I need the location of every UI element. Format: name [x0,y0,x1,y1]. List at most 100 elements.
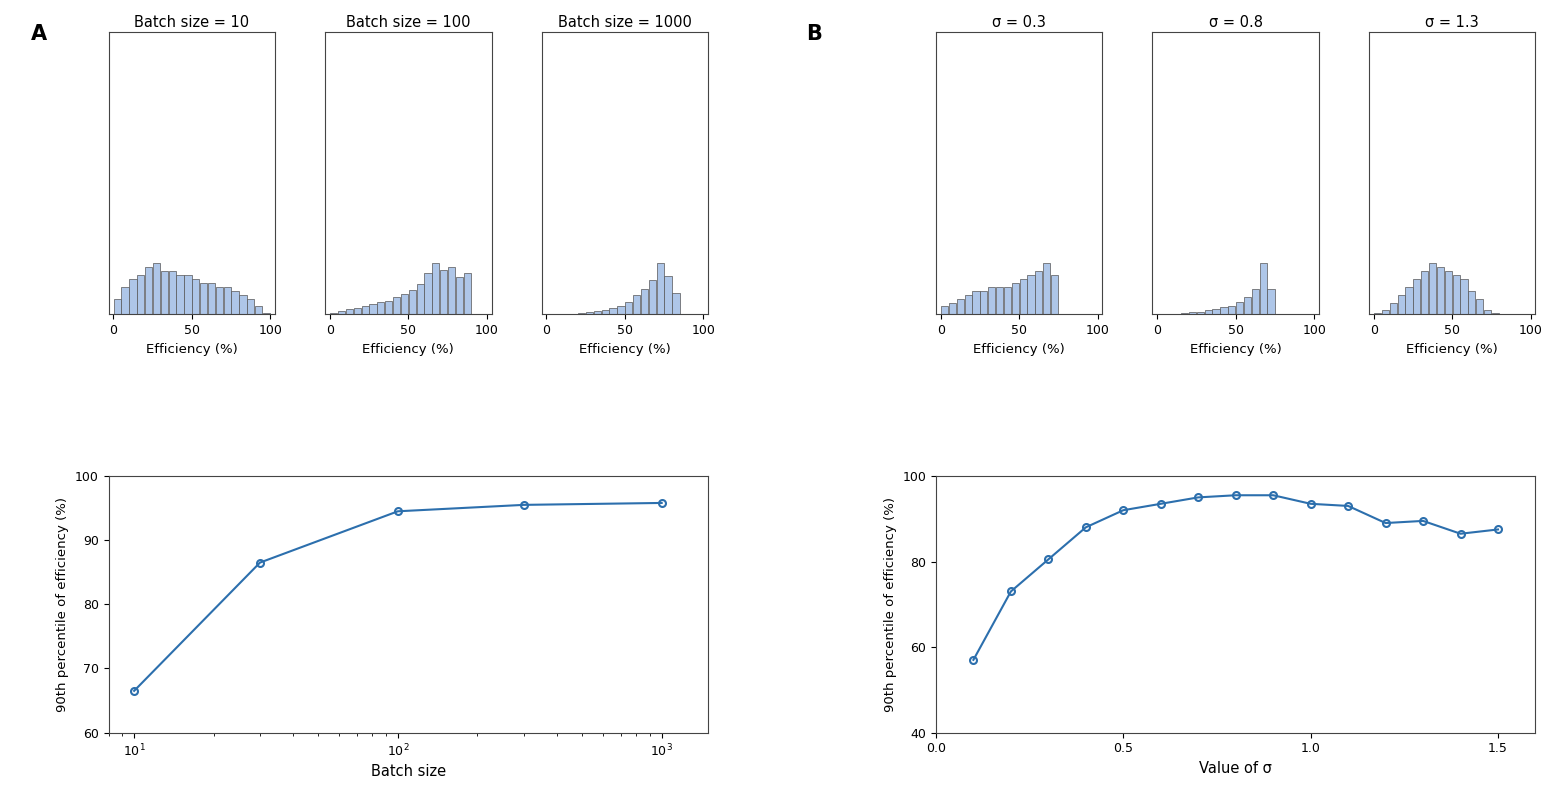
Bar [239,295,247,315]
Y-axis label: 90th percentile of efficiency (%): 90th percentile of efficiency (%) [56,497,70,712]
Bar [1044,263,1050,315]
Bar [1052,275,1058,315]
Bar [1453,275,1459,315]
X-axis label: Efficiency (%): Efficiency (%) [146,343,237,356]
Bar [346,309,354,315]
X-axis label: Efficiency (%): Efficiency (%) [1407,343,1498,356]
Y-axis label: 90th percentile of efficiency (%): 90th percentile of efficiency (%) [884,497,896,712]
Bar [610,308,617,315]
Bar [169,271,175,315]
Bar [400,294,408,315]
Bar [154,263,160,315]
Bar [1019,279,1027,315]
Bar [254,307,262,315]
Bar [1267,289,1275,315]
Bar [338,311,346,315]
Bar [988,287,996,315]
Bar [247,299,254,315]
Bar [1197,312,1204,315]
Title: σ = 1.3: σ = 1.3 [1425,14,1480,30]
Bar [633,295,641,315]
Bar [656,263,664,315]
Bar [980,291,988,315]
Bar [216,287,223,315]
Bar [440,270,447,315]
Bar [1236,302,1244,315]
Bar [1003,287,1011,315]
Bar [965,295,972,315]
Bar [330,313,337,315]
Bar [1382,311,1390,315]
Bar [121,287,129,315]
Bar [648,280,656,315]
Bar [1397,295,1405,315]
Bar [617,306,625,315]
Bar [161,271,168,315]
Title: Batch size = 1000: Batch size = 1000 [558,14,692,30]
Bar [1436,267,1444,315]
Title: σ = 0.8: σ = 0.8 [1208,14,1263,30]
Bar [1405,287,1413,315]
X-axis label: Efficiency (%): Efficiency (%) [363,343,454,356]
Bar [361,306,369,315]
Bar [1428,263,1436,315]
Bar [464,274,472,315]
Bar [1027,275,1035,315]
Bar [625,302,633,315]
Bar [1180,313,1188,315]
Bar [1173,313,1180,315]
Bar [129,279,136,315]
Bar [1011,283,1019,315]
Bar [949,303,955,315]
Bar [208,283,216,315]
Bar [1205,310,1211,315]
Bar [1259,263,1267,315]
X-axis label: Batch size: Batch size [371,765,445,779]
Bar [1190,312,1196,315]
Bar [433,263,439,315]
Bar [1228,306,1236,315]
Bar [571,313,577,315]
X-axis label: Efficiency (%): Efficiency (%) [579,343,670,356]
Bar [425,274,431,315]
Bar [369,304,377,315]
Bar [192,279,200,315]
Bar [392,297,400,315]
Bar [1444,271,1452,315]
Bar [200,283,208,315]
Bar [1374,313,1382,315]
Bar [1244,297,1252,315]
Bar [1461,279,1467,315]
Bar [594,311,600,315]
Bar [417,283,423,315]
Bar [385,301,392,315]
Bar [1213,308,1219,315]
Bar [185,275,191,315]
Bar [972,291,980,315]
X-axis label: Efficiency (%): Efficiency (%) [974,343,1066,356]
Bar [641,289,648,315]
Bar [563,313,569,315]
Title: Batch size = 10: Batch size = 10 [135,14,250,30]
Bar [579,313,585,315]
Bar [177,275,183,315]
Bar [672,293,679,315]
Bar [1421,271,1428,315]
Bar [408,291,416,315]
Bar [664,276,672,315]
Bar [1477,299,1483,315]
Bar [113,299,121,315]
Text: B: B [807,24,822,44]
Title: Batch size = 100: Batch size = 100 [346,14,470,30]
X-axis label: Value of σ: Value of σ [1199,761,1272,776]
Bar [941,307,948,315]
Bar [602,310,610,315]
X-axis label: Efficiency (%): Efficiency (%) [1190,343,1281,356]
Bar [377,302,385,315]
Bar [996,287,1003,315]
Bar [1252,289,1259,315]
Bar [1221,308,1227,315]
Bar [1492,313,1498,315]
Text: A: A [31,24,47,44]
Bar [146,267,152,315]
